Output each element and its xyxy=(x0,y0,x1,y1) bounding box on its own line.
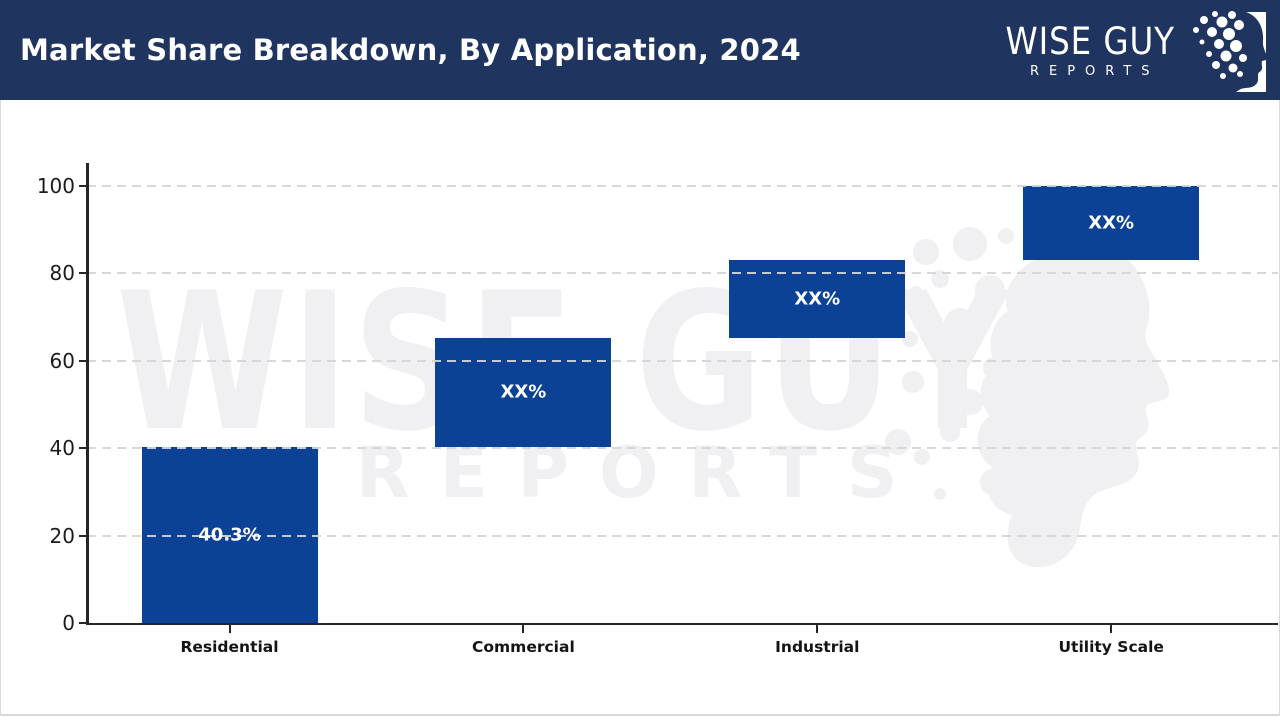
y-tick xyxy=(79,622,87,624)
gridline-y60 xyxy=(87,359,1278,362)
bar-value-label: 40.3% xyxy=(198,524,261,546)
watermark-face-icon xyxy=(885,227,1170,568)
y-tick xyxy=(79,447,87,450)
logo-wordmark: WISE GUY xyxy=(1005,19,1175,63)
y-axis-line xyxy=(86,163,89,625)
y-tick xyxy=(79,534,87,537)
y-tick xyxy=(79,185,87,187)
x-axis-line xyxy=(86,622,1278,625)
x-tick-label: Industrial xyxy=(775,638,860,656)
y-tick-label: 0 xyxy=(62,611,75,635)
y-tick xyxy=(79,272,87,275)
header-bar: Market Share Breakdown, By Application, … xyxy=(0,0,1280,100)
x-tick-label: Residential xyxy=(180,638,279,656)
bar-commercial xyxy=(435,337,612,447)
y-tick-label: 100 xyxy=(36,174,75,198)
x-tick xyxy=(1110,625,1113,633)
x-tick xyxy=(522,625,525,633)
x-tick xyxy=(228,625,231,633)
x-tick xyxy=(816,625,819,633)
logo-text: WISE GUY REPORTS xyxy=(994,23,1186,78)
logo-subtitle: REPORTS xyxy=(1029,63,1160,79)
gridline-y40 xyxy=(87,447,1278,450)
bar-utility-scale xyxy=(1023,186,1200,260)
page-title: Market Share Breakdown, By Application, … xyxy=(20,33,801,67)
y-tick-label: 80 xyxy=(49,261,75,286)
bar-value-label: XX% xyxy=(794,288,841,310)
gridline-y80 xyxy=(87,272,1278,275)
logo-face-icon xyxy=(1193,11,1266,92)
waterfall-chart: 40.3% Residential XX% Commercial XX% Industri… xyxy=(0,100,1280,720)
gridline-y20 xyxy=(87,534,1278,537)
y-tick-label: 60 xyxy=(49,348,75,373)
y-tick-label: 20 xyxy=(49,523,75,548)
gridline-y100 xyxy=(87,185,1278,187)
bar-value-label: XX% xyxy=(500,381,547,403)
wise-guy-reports-logo: WISE GUY REPORTS xyxy=(994,8,1266,92)
bar-value-label: XX% xyxy=(1088,212,1135,234)
x-tick-label: Utility Scale xyxy=(1058,638,1164,656)
watermark-subtitle: REPORTS xyxy=(356,432,928,514)
x-tick-label: Commercial xyxy=(472,638,575,656)
y-tick-label: 40 xyxy=(49,436,75,461)
y-tick xyxy=(79,359,87,362)
